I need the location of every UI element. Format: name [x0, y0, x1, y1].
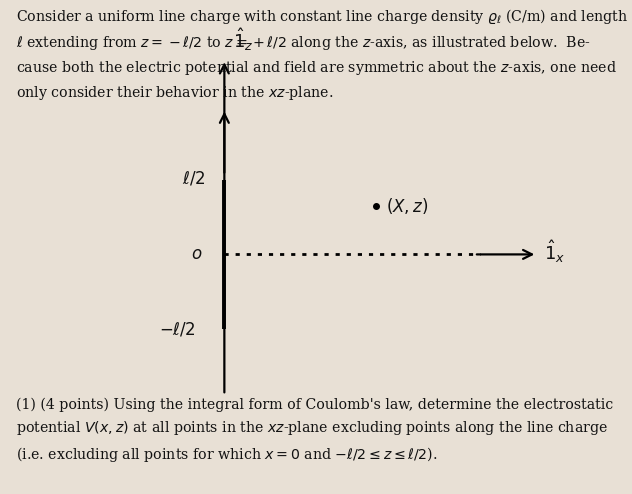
Text: $\ell/2$: $\ell/2$	[183, 170, 205, 188]
Text: o: o	[191, 246, 201, 263]
Text: $(X,z)$: $(X,z)$	[386, 196, 428, 216]
Text: Consider a uniform line charge with constant line charge density $\varrho_\ell$ : Consider a uniform line charge with cons…	[16, 7, 628, 102]
Text: $-\ell/2$: $-\ell/2$	[159, 321, 196, 339]
Text: $\hat{1}_x$: $\hat{1}_x$	[544, 239, 565, 265]
Text: (1) (4 points) Using the integral form of Coulomb's law, determine the electrost: (1) (4 points) Using the integral form o…	[16, 398, 613, 464]
Text: $\hat{1}_z$: $\hat{1}_z$	[233, 26, 253, 53]
